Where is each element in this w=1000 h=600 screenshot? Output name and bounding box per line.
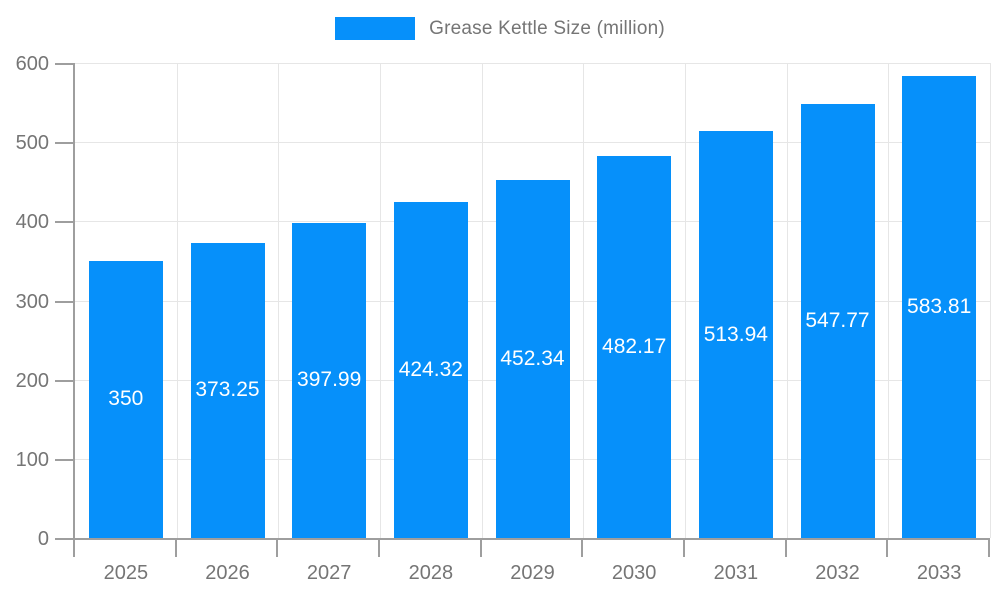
y-axis-tick — [55, 538, 73, 540]
y-axis-tick — [55, 142, 73, 145]
bar-value-label: 583.81 — [907, 294, 972, 318]
y-axis-tick — [55, 458, 73, 461]
bar[interactable]: 373.25 — [190, 242, 265, 538]
bar-value-label: 513.94 — [703, 322, 768, 346]
legend[interactable]: Grease Kettle Size (million) — [0, 17, 1000, 40]
bar-value-label: 482.17 — [602, 335, 667, 359]
x-axis-tick — [784, 540, 787, 557]
y-axis-label: 300 — [15, 290, 49, 313]
bar-value-label: 547.77 — [805, 309, 870, 333]
x-axis-tick — [683, 540, 685, 557]
bar[interactable]: 350 — [88, 260, 163, 538]
y-axis-line — [73, 63, 75, 538]
gridline-vertical — [990, 63, 991, 538]
bar[interactable]: 452.34 — [495, 179, 570, 538]
bar[interactable]: 397.99 — [292, 222, 367, 538]
gridline-vertical — [176, 63, 178, 538]
y-axis-tick — [55, 63, 73, 65]
x-axis-tick — [73, 540, 75, 557]
y-axis-label: 500 — [15, 132, 49, 155]
x-axis-tick — [581, 540, 584, 557]
bar-value-label: 397.99 — [297, 368, 362, 392]
x-axis-tick — [988, 540, 990, 557]
x-axis-tick — [174, 540, 177, 557]
bar[interactable]: 513.94 — [698, 131, 773, 538]
x-axis-label: 2033 — [916, 562, 962, 584]
gridline-horizontal — [75, 63, 990, 64]
gridline-vertical — [481, 63, 483, 538]
gridline-vertical — [380, 63, 381, 538]
bar-value-label: 424.32 — [398, 358, 463, 382]
x-axis-tick — [479, 540, 482, 557]
bar-value-label: 350 — [108, 387, 144, 411]
x-axis-label: 2031 — [713, 562, 759, 584]
y-axis-tick — [55, 300, 73, 303]
bar-value-label: 452.34 — [500, 346, 565, 370]
gridline-vertical — [278, 63, 280, 538]
y-axis-label: 200 — [15, 369, 49, 392]
gridline-horizontal — [75, 142, 990, 144]
bar[interactable]: 482.17 — [597, 156, 672, 538]
bar[interactable]: 583.81 — [902, 75, 977, 538]
gridline-vertical — [685, 63, 686, 538]
y-axis-label: 400 — [15, 211, 49, 234]
x-axis-label: 2026 — [205, 562, 250, 584]
bar[interactable]: 547.77 — [800, 104, 875, 538]
y-axis-label: 100 — [15, 448, 49, 471]
bar[interactable]: 424.32 — [393, 202, 468, 538]
x-axis-label: 2029 — [510, 562, 555, 584]
gridline-vertical — [786, 63, 788, 538]
x-axis-tick — [886, 540, 889, 557]
x-axis-tick — [276, 540, 279, 557]
y-axis-label: 0 — [37, 528, 49, 550]
x-axis-line — [73, 538, 990, 540]
gridline-vertical — [888, 63, 890, 538]
y-axis-tick — [55, 379, 73, 382]
y-axis-tick — [55, 221, 73, 224]
x-axis-label: 2028 — [408, 562, 454, 584]
x-axis-label: 2027 — [306, 562, 352, 584]
x-axis-tick — [378, 540, 380, 557]
x-axis-label: 2025 — [103, 562, 149, 584]
bar-value-label: 373.25 — [195, 378, 260, 402]
legend-label[interactable]: Grease Kettle Size (million) — [429, 17, 665, 39]
y-axis-label: 600 — [15, 53, 49, 75]
x-axis-label: 2030 — [611, 562, 657, 584]
gridline-vertical — [583, 63, 585, 538]
legend-swatch[interactable] — [335, 17, 416, 40]
x-axis-label: 2032 — [815, 562, 860, 584]
